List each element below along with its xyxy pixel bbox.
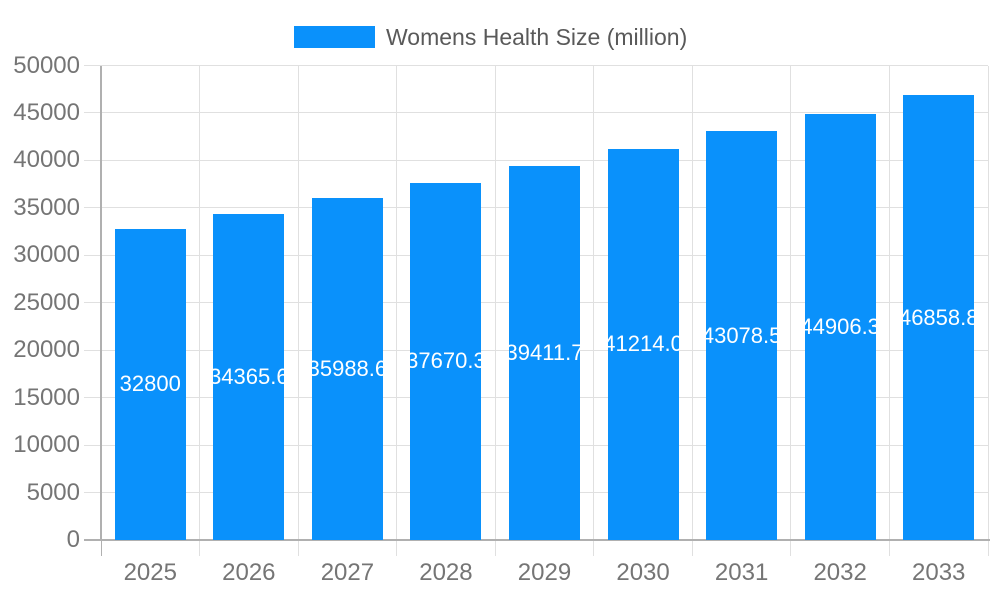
gridline-vertical	[593, 65, 595, 540]
x-axis-tick	[987, 540, 989, 556]
x-axis-label: 2025	[123, 559, 177, 586]
y-axis-tick	[84, 397, 101, 399]
y-axis-label: 5000	[26, 478, 80, 506]
x-axis-label: 2026	[222, 559, 276, 586]
y-axis-tick	[84, 349, 101, 351]
y-axis-label: 45000	[13, 98, 80, 126]
y-axis-label: 40000	[13, 146, 80, 174]
gridline-vertical	[297, 65, 299, 540]
x-axis-label: 2032	[813, 559, 867, 586]
x-axis-label: 2028	[419, 559, 473, 586]
y-axis-label: 25000	[13, 288, 80, 316]
bar-2032[interactable]	[804, 113, 876, 540]
gridline-vertical	[691, 65, 693, 540]
y-axis-label: 35000	[13, 193, 80, 221]
bar-2025[interactable]	[114, 228, 186, 540]
legend-label: Womens Health Size (million)	[386, 23, 688, 50]
x-axis-label: 2027	[320, 559, 375, 586]
x-axis-tick	[297, 540, 299, 556]
gridline-horizontal	[101, 159, 988, 161]
bar-2031[interactable]	[706, 131, 778, 540]
bar-2028[interactable]	[410, 182, 482, 540]
y-axis-tick	[84, 444, 101, 446]
y-axis-tick	[84, 492, 101, 494]
x-axis-tick	[199, 540, 201, 556]
y-axis-label: 20000	[13, 336, 80, 364]
y-axis-tick	[84, 302, 101, 304]
y-axis-tick	[84, 254, 101, 256]
y-axis-label: 10000	[13, 431, 80, 459]
gridline-vertical	[790, 65, 792, 540]
x-axis-tick	[790, 540, 792, 556]
x-axis-tick	[396, 540, 398, 556]
legend-swatch	[294, 26, 375, 48]
y-axis-label: 15000	[13, 383, 80, 411]
x-axis-tick	[494, 540, 496, 556]
y-axis-label: 50000	[13, 51, 80, 79]
y-axis-tick	[84, 65, 101, 66]
bar-2030[interactable]	[607, 148, 679, 540]
bar-2026[interactable]	[213, 213, 285, 540]
bar-2027[interactable]	[311, 198, 383, 540]
gridline-vertical	[888, 65, 890, 540]
y-axis-label: 0	[66, 526, 80, 553]
y-axis-label: 30000	[13, 241, 80, 269]
gridline-vertical	[987, 65, 989, 540]
x-axis-label: 2030	[616, 559, 670, 586]
legend-item[interactable]: Womens Health Size (million)	[294, 22, 687, 52]
x-axis-label: 2033	[912, 559, 966, 586]
y-axis-tick	[84, 112, 101, 114]
y-axis-tick	[84, 207, 101, 209]
x-axis-label: 2031	[714, 559, 769, 586]
x-axis-line	[84, 539, 990, 541]
x-axis-tick	[593, 540, 595, 556]
gridline-vertical	[494, 65, 496, 540]
x-axis-tick	[100, 540, 102, 556]
gridline-vertical	[396, 65, 398, 540]
x-axis-label: 2029	[517, 559, 572, 586]
y-axis-line	[99, 65, 102, 540]
gridline-horizontal	[101, 65, 988, 66]
x-axis-tick	[888, 540, 890, 556]
gridline-horizontal	[101, 112, 988, 114]
bar-2033[interactable]	[903, 95, 975, 540]
bar-2029[interactable]	[509, 165, 580, 540]
gridline-vertical	[199, 65, 201, 540]
x-axis-tick	[691, 540, 693, 556]
y-axis-tick	[84, 159, 101, 161]
